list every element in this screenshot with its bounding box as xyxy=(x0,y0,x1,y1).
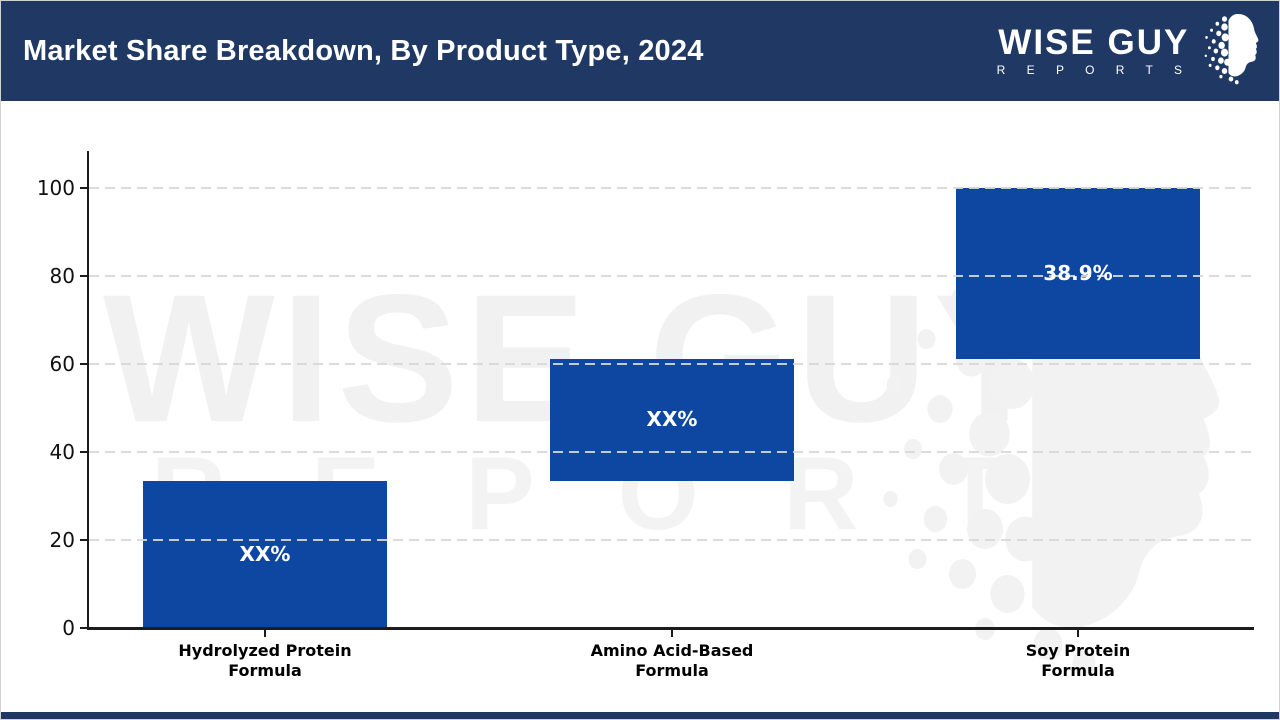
y-axis-tick xyxy=(80,451,89,453)
category-label-line: Soy Protein xyxy=(1025,641,1131,660)
logo-text: WISE GUY R E P O R T S xyxy=(996,23,1191,78)
y-axis-tick-label: 100 xyxy=(36,176,75,200)
footer-bar xyxy=(1,712,1279,719)
x-axis-tick xyxy=(264,628,266,637)
category-label-line: Formula xyxy=(635,661,709,680)
y-axis-tick xyxy=(80,539,89,541)
category-label-line: Amino Acid-Based xyxy=(590,641,754,660)
y-axis-tick-label: 60 xyxy=(49,352,75,376)
header-bar: Market Share Breakdown, By Product Type,… xyxy=(1,1,1279,101)
chart-title: Market Share Breakdown, By Product Type,… xyxy=(23,34,704,67)
bar-value-label: XX% xyxy=(646,407,698,432)
y-axis-tick-label: 0 xyxy=(62,616,75,640)
y-axis-tick xyxy=(80,363,89,365)
x-axis-tick xyxy=(671,628,673,637)
gridline xyxy=(89,539,1254,541)
logo-brand-text: WISE GUY xyxy=(998,23,1190,62)
gridline xyxy=(89,275,1254,277)
category-label-line: Formula xyxy=(1041,661,1115,680)
bar-value-label: XX% xyxy=(239,541,291,566)
bar-segment xyxy=(550,359,794,482)
logo-face-icon xyxy=(1204,13,1259,85)
category-label: Soy Protein Formula xyxy=(918,641,1238,681)
y-axis-tick-label: 40 xyxy=(49,440,75,464)
gridline xyxy=(89,451,1254,453)
y-axis-tick xyxy=(80,627,89,629)
logo-reports-text: R E P O R T S xyxy=(996,63,1191,77)
category-label-line: Hydrolyzed Protein xyxy=(178,641,352,660)
category-label: Amino Acid-Based Formula xyxy=(512,641,832,681)
y-axis-tick xyxy=(80,275,89,277)
category-label-line: Formula xyxy=(228,661,302,680)
y-axis-tick xyxy=(80,187,89,189)
gridline xyxy=(89,187,1254,189)
x-axis-line xyxy=(87,627,1254,630)
y-axis-tick-label: 80 xyxy=(49,264,75,288)
bar-value-label: 38.9% xyxy=(1043,260,1113,285)
bar-segment xyxy=(143,481,387,628)
y-axis-tick-label: 20 xyxy=(49,528,75,552)
wiseguy-logo: WISE GUY R E P O R T S xyxy=(997,11,1267,91)
gridline xyxy=(89,363,1254,365)
category-label: Hydrolyzed Protein Formula xyxy=(105,641,425,681)
y-axis-line xyxy=(87,151,89,630)
